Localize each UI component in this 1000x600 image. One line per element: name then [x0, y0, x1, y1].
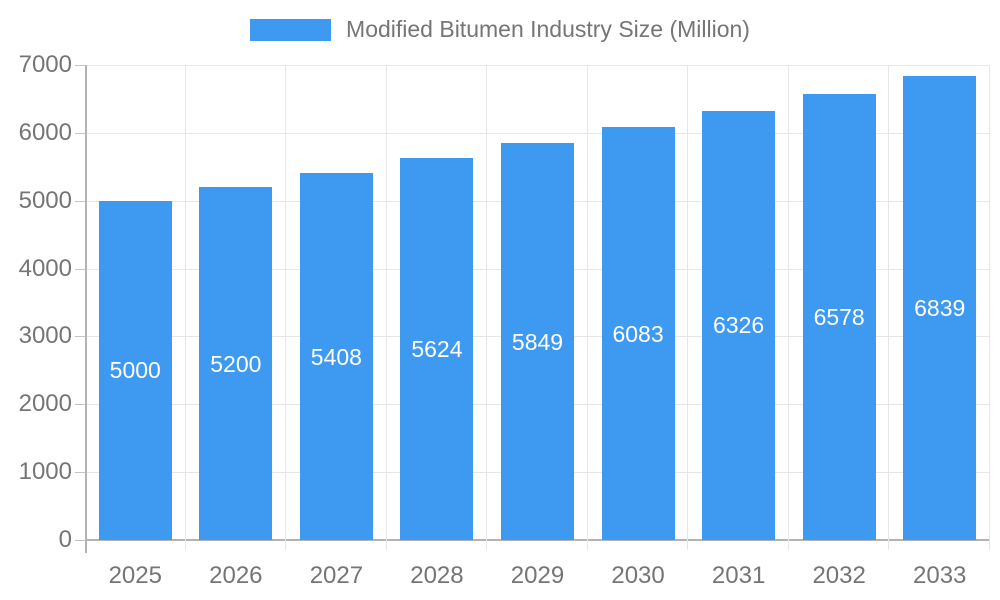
y-axis-label: 2000	[18, 390, 72, 418]
x-axis-label: 2029	[510, 562, 565, 589]
y-axis-tick	[75, 472, 85, 474]
y-axis-tick	[75, 540, 85, 541]
y-axis-tick	[75, 336, 85, 338]
x-axis-label: 2028	[410, 562, 464, 589]
y-axis-label: 0	[58, 526, 72, 553]
bar[interactable]	[98, 200, 172, 540]
bar[interactable]	[702, 110, 776, 540]
y-axis-label: 7000	[18, 51, 72, 78]
v-gridline	[787, 65, 789, 550]
bar-value-label: 5408	[310, 343, 362, 370]
x-axis-label: 2026	[209, 562, 263, 589]
bar[interactable]	[802, 93, 876, 540]
bar[interactable]	[903, 75, 977, 540]
x-axis-label: 2031	[711, 562, 766, 589]
y-axis-label: 1000	[18, 458, 72, 486]
legend-swatch	[250, 18, 332, 41]
v-gridline	[285, 65, 287, 550]
h-gridline	[85, 65, 990, 66]
y-axis-tick	[75, 200, 85, 202]
v-gridline	[888, 65, 890, 550]
y-axis-tick	[75, 404, 85, 406]
bar-value-label: 5000	[109, 357, 161, 384]
bar-value-label: 6326	[713, 312, 765, 339]
bar-value-label: 5624	[411, 336, 463, 363]
legend-label: Modified Bitumen Industry Size (Million)	[346, 16, 750, 42]
v-gridline	[586, 65, 588, 550]
x-axis-label: 2025	[108, 562, 162, 589]
v-gridline	[486, 65, 488, 550]
bar[interactable]	[501, 143, 574, 540]
bar-value-label: 5849	[511, 328, 564, 355]
y-axis-label: 3000	[18, 322, 72, 350]
bar-value-label: 6083	[612, 320, 664, 347]
x-axis-label: 2033	[913, 562, 967, 589]
bar[interactable]	[400, 158, 474, 540]
bar[interactable]	[199, 187, 273, 540]
legend[interactable]: Modified Bitumen Industry Size (Million)	[0, 16, 1000, 43]
plot-area: 0 1000 2000 3000 4000 5000 6000 7000 5000 2025 520…	[19, 52, 990, 589]
x-axis-line	[85, 539, 990, 541]
bar-value-label: 6578	[813, 303, 865, 330]
y-axis-label: 5000	[18, 186, 72, 214]
y-axis-line	[85, 65, 87, 553]
h-gridline	[85, 132, 990, 134]
y-axis-label: 4000	[18, 254, 72, 282]
x-axis-label: 2032	[812, 562, 866, 589]
v-gridline	[385, 65, 387, 550]
y-axis-tick	[75, 132, 85, 134]
bar[interactable]	[299, 173, 373, 540]
v-gridline	[989, 65, 990, 550]
x-axis-label: 2027	[309, 562, 364, 589]
y-axis-tick	[75, 268, 85, 270]
bar[interactable]	[601, 127, 675, 540]
v-gridline	[687, 65, 689, 550]
v-gridline	[184, 65, 186, 550]
y-axis-label: 6000	[18, 118, 72, 146]
bar-value-label: 5200	[210, 350, 262, 377]
bar-value-label: 6839	[914, 294, 966, 321]
x-axis-label: 2030	[611, 562, 665, 589]
y-axis-tick	[75, 65, 85, 66]
